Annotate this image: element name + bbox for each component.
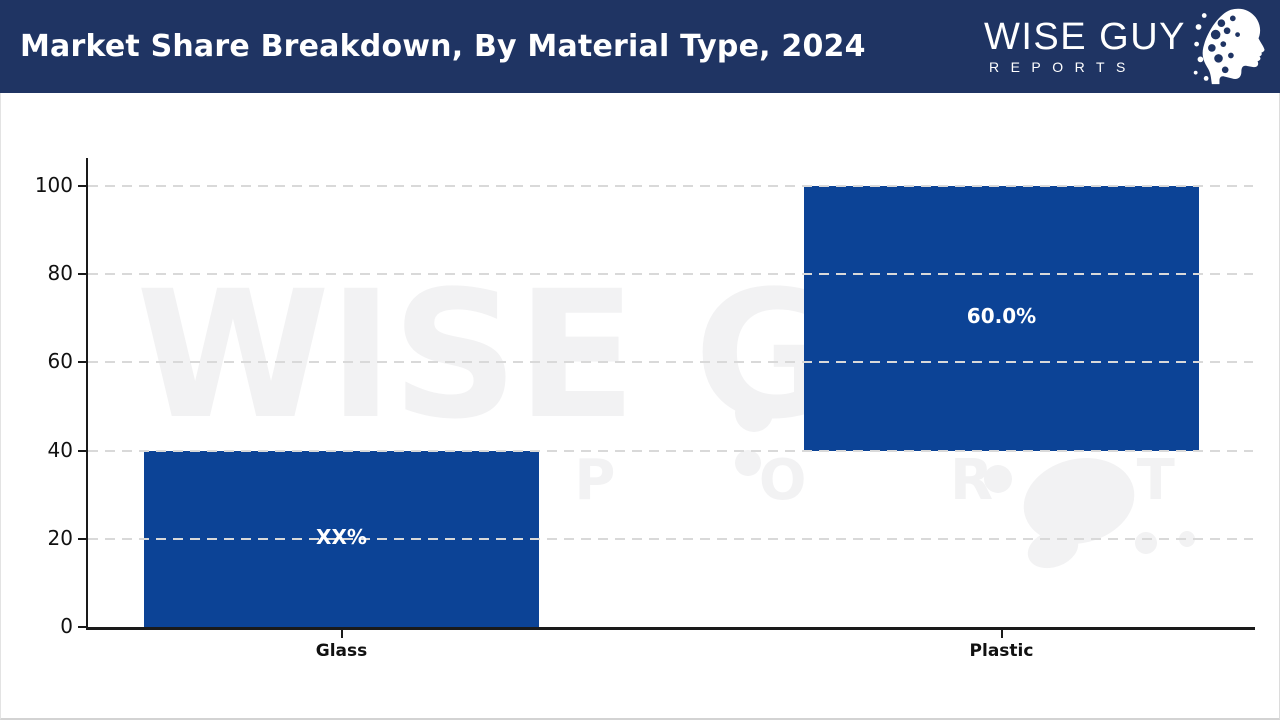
y-axis-tick: [78, 449, 86, 452]
logo-subtitle: REPORTS: [988, 59, 1137, 75]
wise-guy-reports-logo: WISE GUY REPORTS: [984, 6, 1266, 86]
logo-wordmark: WISE GUY: [983, 16, 1186, 58]
gridline-60: [88, 361, 1253, 364]
bar-plastic: [804, 186, 1199, 451]
plot-area: WISE GUY R E P O R T S 020406080100XX%Gl…: [1, 93, 1280, 718]
chart-panel: WISE GUY R E P O R T S 020406080100XX%Gl…: [0, 93, 1280, 720]
x-axis-category-label: Glass: [315, 641, 368, 661]
x-axis-tick: [1000, 630, 1003, 638]
x-axis-category-label: Plastic: [969, 641, 1034, 661]
x-axis-line: [86, 627, 1255, 630]
bar-value-label: XX%: [316, 524, 367, 549]
y-axis-tick: [78, 361, 86, 364]
y-axis-tick: [78, 185, 86, 187]
gridline-20: [88, 537, 1253, 540]
y-axis-tick-label: 40: [47, 437, 73, 462]
page-title: Market Share Breakdown, By Material Type…: [20, 29, 866, 64]
y-axis-tick-label: 80: [47, 261, 73, 286]
gridline-40: [88, 449, 1253, 452]
y-axis-tick: [78, 626, 86, 628]
header-bar: Market Share Breakdown, By Material Type…: [0, 0, 1280, 93]
logo-face-icon: [1193, 8, 1265, 85]
y-axis-tick-label: 0: [60, 614, 73, 638]
bar-value-label: 60.0%: [966, 304, 1037, 329]
y-axis-tick: [78, 273, 86, 276]
logo-text: WISE GUY REPORTS: [984, 17, 1186, 75]
y-axis-line: [86, 158, 88, 630]
x-axis-tick: [340, 630, 343, 638]
y-axis-tick-label: 60: [47, 349, 73, 374]
y-axis-tick: [78, 537, 86, 540]
gridline-100: [88, 185, 1253, 187]
gridline-80: [88, 273, 1253, 276]
y-axis-tick-label: 20: [47, 525, 73, 550]
y-axis-tick-label: 100: [34, 173, 73, 197]
